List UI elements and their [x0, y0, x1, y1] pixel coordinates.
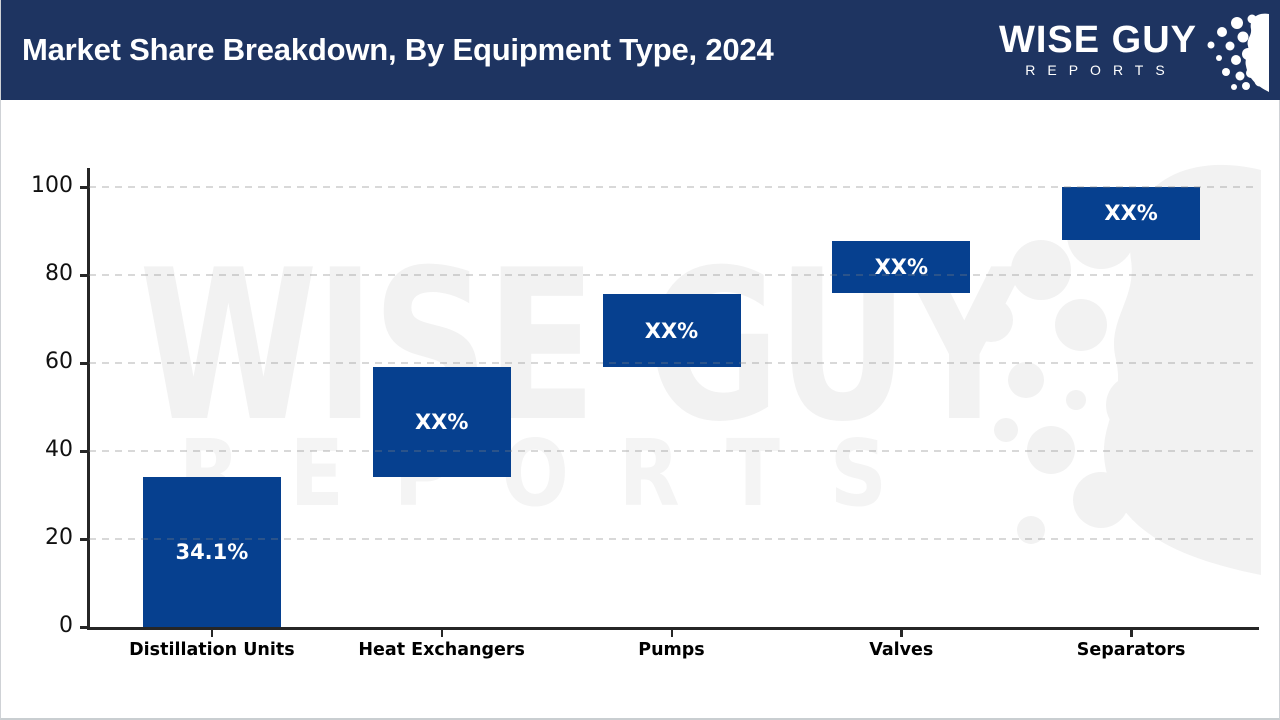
x-axis-line	[87, 627, 1259, 630]
x-tick-mark	[670, 629, 673, 637]
x-tick-mark	[1130, 629, 1133, 637]
bar-distillation-units: 34.1%	[142, 476, 281, 627]
gridline-y80	[89, 274, 1259, 276]
bar-pumps: XX%	[602, 293, 741, 368]
y-tick-mark	[80, 186, 89, 189]
logo-subtitle: REPORTS	[1025, 62, 1177, 78]
gridline-y100	[89, 186, 1259, 188]
x-tick-mark	[900, 629, 903, 637]
y-tick-label: 100	[31, 173, 73, 198]
y-tick-label: 0	[59, 613, 73, 638]
logo-text: WISE GUY REPORTS	[999, 20, 1197, 78]
y-tick-label: 40	[45, 437, 73, 462]
dotted-head-icon	[1207, 13, 1269, 92]
y-tick-mark	[80, 362, 89, 365]
category-label: Pumps	[638, 640, 705, 660]
y-tick-label: 60	[45, 349, 73, 374]
chart-area: 0 20 40 60 80 100 34.1% Distillation Units XX% He…	[1, 100, 1280, 720]
x-tick-mark	[440, 629, 444, 637]
y-tick-mark	[80, 450, 89, 453]
gridline-y40	[89, 450, 1259, 452]
x-tick-mark	[210, 629, 214, 637]
wise-guy-logo: WISE GUY REPORTS	[999, 8, 1269, 94]
y-tick-mark	[80, 274, 89, 277]
page-title: Market Share Breakdown, By Equipment Typ…	[22, 32, 774, 67]
bar-value-label: XX%	[414, 410, 469, 435]
category-label: Valves	[869, 640, 934, 660]
bar-value-label: XX%	[1104, 201, 1158, 226]
gridline-y60	[89, 362, 1259, 364]
y-axis-line	[87, 168, 90, 629]
category-label: Distillation Units	[129, 640, 295, 660]
y-tick-label: 80	[45, 261, 73, 286]
y-tick-label: 20	[45, 525, 73, 550]
y-tick-mark	[80, 626, 89, 629]
gridline-y20	[89, 538, 1259, 540]
bar-value-label: 34.1%	[175, 539, 249, 564]
bar-value-label: XX%	[644, 318, 699, 343]
bar-separators: XX%	[1062, 187, 1201, 240]
bar-heat-exchangers: XX%	[372, 367, 511, 477]
category-label: Separators	[1076, 640, 1186, 660]
watermark-subtitle: REPORTS	[179, 420, 937, 527]
y-tick-mark	[80, 538, 89, 541]
bar-valves: XX%	[832, 241, 971, 294]
category-label: Heat Exchangers	[358, 640, 525, 660]
logo-wordmark: WISE GUY	[998, 19, 1197, 61]
header-bar: Market Share Breakdown, By Equipment Typ…	[1, 0, 1280, 100]
bar-value-label: XX%	[874, 255, 929, 280]
